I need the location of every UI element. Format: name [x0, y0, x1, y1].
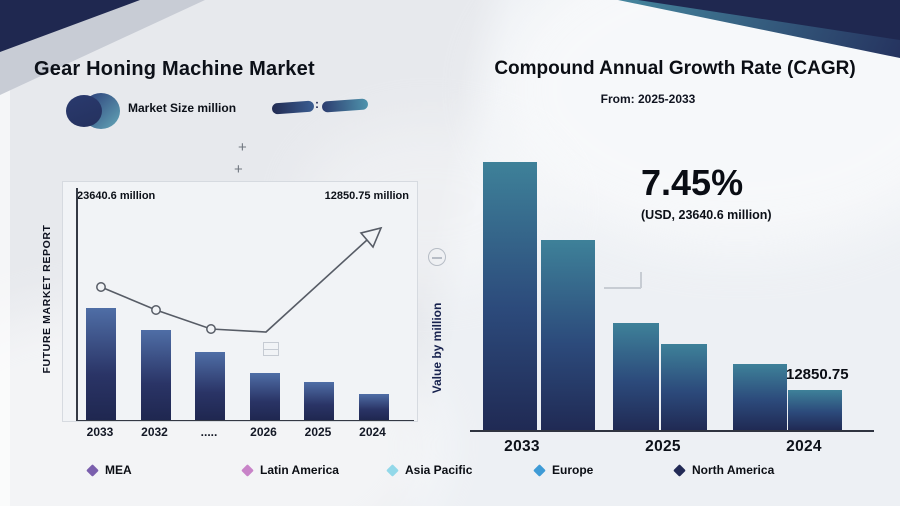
left-chart-y-axis-label: FUTURE MARKET REPORT [41, 224, 53, 374]
left-chart-x-axis-line [76, 419, 414, 421]
plus-icon: + [234, 161, 243, 178]
step-decoration [640, 272, 642, 288]
cagr-subtitle: From: 2025-2033 [600, 92, 696, 106]
market-size-bar-2025 [304, 381, 334, 420]
right-chart-bars [470, 160, 882, 432]
right-x-label-2024: 2024 [786, 438, 822, 455]
circle-minus-icon [428, 248, 446, 266]
left-x-label-2025: 2025 [304, 425, 332, 439]
cylinder-icon [66, 92, 120, 130]
cagr-title: Compound Annual Growth Rate (CAGR) [494, 58, 856, 79]
trend-arrow-icon [359, 226, 383, 249]
market-size-legend-label: Market Size million [128, 101, 237, 115]
trend-marker [206, 324, 216, 334]
right-x-label-2025: 2025 [645, 438, 681, 455]
plus-icon: + [238, 139, 247, 156]
legend-label: MEA [105, 463, 132, 477]
left-x-label-2032: 2032 [141, 425, 168, 439]
cagr-bar-2024-series-a [733, 364, 787, 430]
left-x-label-.....: ..... [200, 425, 218, 439]
legend-diamond-icon [533, 463, 546, 477]
decorative-pill-gradient [321, 98, 369, 113]
trend-marker [96, 282, 106, 292]
decorative-pill-dark [271, 100, 315, 115]
legend-label: North America [692, 463, 775, 477]
left-chart-bars [76, 182, 414, 420]
annotation-2024-value-right: 12850.75 [786, 366, 849, 383]
grid-icon [263, 342, 279, 356]
left-x-label-2033: 2033 [86, 425, 114, 439]
legend-item-asia-pacific: Asia Pacific [386, 463, 473, 477]
left-x-label-2024: 2024 [359, 425, 386, 439]
trend-line-chart [96, 226, 383, 334]
right-x-label-2033: 2033 [504, 438, 540, 455]
cagr-bar-2025-series-a [613, 323, 659, 430]
pill-separator: : [315, 97, 319, 111]
legend-item-north-america: North America [673, 463, 775, 477]
cagr-chart: 2033 2025 2024 12850.75 [470, 160, 882, 455]
left-chart-y-axis-line [76, 188, 78, 421]
cagr-bar-2033-series-b [541, 240, 595, 430]
legend-label: Europe [552, 463, 594, 477]
trend-marker [151, 305, 161, 315]
legend-label: Asia Pacific [405, 463, 473, 477]
right-chart-x-labels: 2033 2025 2024 [470, 160, 882, 455]
market-size-bar-..... [195, 351, 225, 420]
cagr-bar-2024-series-b [788, 390, 842, 430]
legend-item-latin-america: Latin America [241, 463, 339, 477]
legend-label: Latin America [260, 463, 339, 477]
annotation-2024-value: 12850.75 million [324, 190, 409, 202]
legend-item-europe: Europe [533, 463, 594, 477]
left-chart-x-labels: 2033 2032..... 2026 2025 2024 [75, 425, 418, 441]
legend-diamond-icon [673, 463, 686, 477]
market-size-bar-2032 [140, 329, 171, 420]
annotation-2033-value: 23640.6 million [77, 190, 156, 202]
market-size-bar-2026 [249, 372, 280, 420]
legend-diamond-icon [386, 463, 399, 477]
legend-diamond-icon [241, 463, 254, 477]
cagr-value: 7.45% [641, 162, 744, 203]
cagr-bar-2025-series-b [661, 344, 707, 430]
legend-diamond-icon [86, 463, 99, 477]
cagr-base-note: (USD, 23640.6 million) [641, 208, 772, 222]
left-x-label-2026: 2026 [250, 425, 277, 439]
cylinder-icon-front [66, 95, 102, 127]
step-decoration [604, 287, 641, 289]
right-chart-y-axis-label: Value by million [430, 302, 444, 394]
market-size-chart: 23640.6 million 12850.75 million [62, 181, 418, 422]
cagr-bar-2033-series-a [483, 162, 537, 430]
market-size-bar-2033 [86, 307, 116, 420]
page-title: Gear Honing Machine Market [34, 58, 315, 80]
region-legend: MEA Latin America Asia Pacific Europe North … [0, 463, 900, 485]
market-size-bar-2024 [358, 393, 389, 420]
right-chart-x-axis-line [470, 430, 874, 432]
trend-line [100, 239, 368, 333]
left-edge-highlight [0, 0, 10, 506]
legend-item-mea: MEA [86, 463, 132, 477]
